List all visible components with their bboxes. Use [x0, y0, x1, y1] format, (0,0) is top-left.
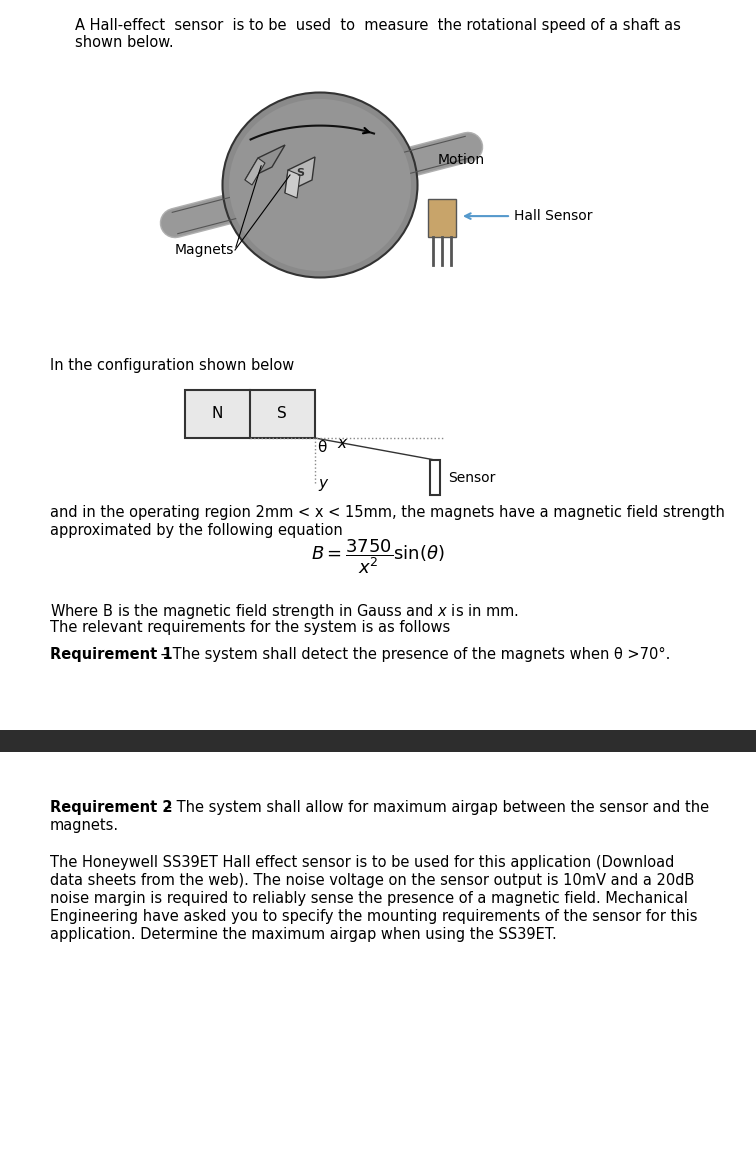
Text: S: S: [296, 168, 304, 178]
Text: Magnets: Magnets: [175, 243, 234, 257]
Text: magnets.: magnets.: [50, 818, 119, 834]
Text: approximated by the following equation: approximated by the following equation: [50, 522, 342, 538]
Text: Requirement 2: Requirement 2: [50, 799, 172, 815]
Text: noise margin is required to reliably sense the presence of a magnetic field. Mec: noise margin is required to reliably sen…: [50, 891, 688, 906]
Text: Where B is the magnetic field strength in Gauss and $x$ is in mm.: Where B is the magnetic field strength i…: [50, 602, 519, 621]
Text: y: y: [318, 475, 327, 491]
Polygon shape: [245, 146, 285, 180]
Ellipse shape: [222, 93, 417, 277]
Text: shown below.: shown below.: [75, 35, 174, 50]
Text: Motion: Motion: [438, 153, 485, 167]
Bar: [185, 390, 315, 438]
Ellipse shape: [229, 99, 411, 271]
Text: N: N: [212, 406, 223, 421]
Polygon shape: [285, 157, 315, 193]
Bar: [428, 200, 456, 237]
Text: Requirement 1: Requirement 1: [50, 647, 172, 662]
Polygon shape: [245, 158, 265, 185]
Text: $B = \dfrac{3750}{x^2}\sin(\theta)$: $B = \dfrac{3750}{x^2}\sin(\theta)$: [311, 538, 445, 576]
Bar: [0, 730, 756, 753]
Text: and in the operating region 2mm < x < 15mm, the magnets have a magnetic field st: and in the operating region 2mm < x < 15…: [50, 505, 725, 520]
Polygon shape: [285, 170, 300, 198]
Bar: [430, 460, 440, 495]
Text: – The system shall detect the presence of the magnets when θ >70°.: – The system shall detect the presence o…: [156, 647, 671, 662]
Text: data sheets from the web). The noise voltage on the sensor output is 10mV and a : data sheets from the web). The noise vol…: [50, 873, 694, 888]
Text: – The system shall allow for maximum airgap between the sensor and the: – The system shall allow for maximum air…: [160, 799, 709, 815]
Text: In the configuration shown below: In the configuration shown below: [50, 358, 294, 373]
Text: S: S: [277, 406, 287, 421]
Text: application. Determine the maximum airgap when using the SS39ET.: application. Determine the maximum airga…: [50, 927, 556, 942]
Text: Sensor: Sensor: [448, 471, 495, 485]
Text: A Hall-effect  sensor  is to be  used  to  measure  the rotational speed of a sh: A Hall-effect sensor is to be used to me…: [75, 18, 681, 33]
Text: Hall Sensor: Hall Sensor: [514, 209, 593, 223]
Text: The relevant requirements for the system is as follows: The relevant requirements for the system…: [50, 620, 451, 635]
Text: The Honeywell SS39ET Hall effect sensor is to be used for this application (Down: The Honeywell SS39ET Hall effect sensor …: [50, 855, 674, 870]
Text: Engineering have asked you to specify the mounting requirements of the sensor fo: Engineering have asked you to specify th…: [50, 909, 698, 924]
Text: θ: θ: [317, 440, 327, 456]
Text: x: x: [337, 436, 346, 451]
